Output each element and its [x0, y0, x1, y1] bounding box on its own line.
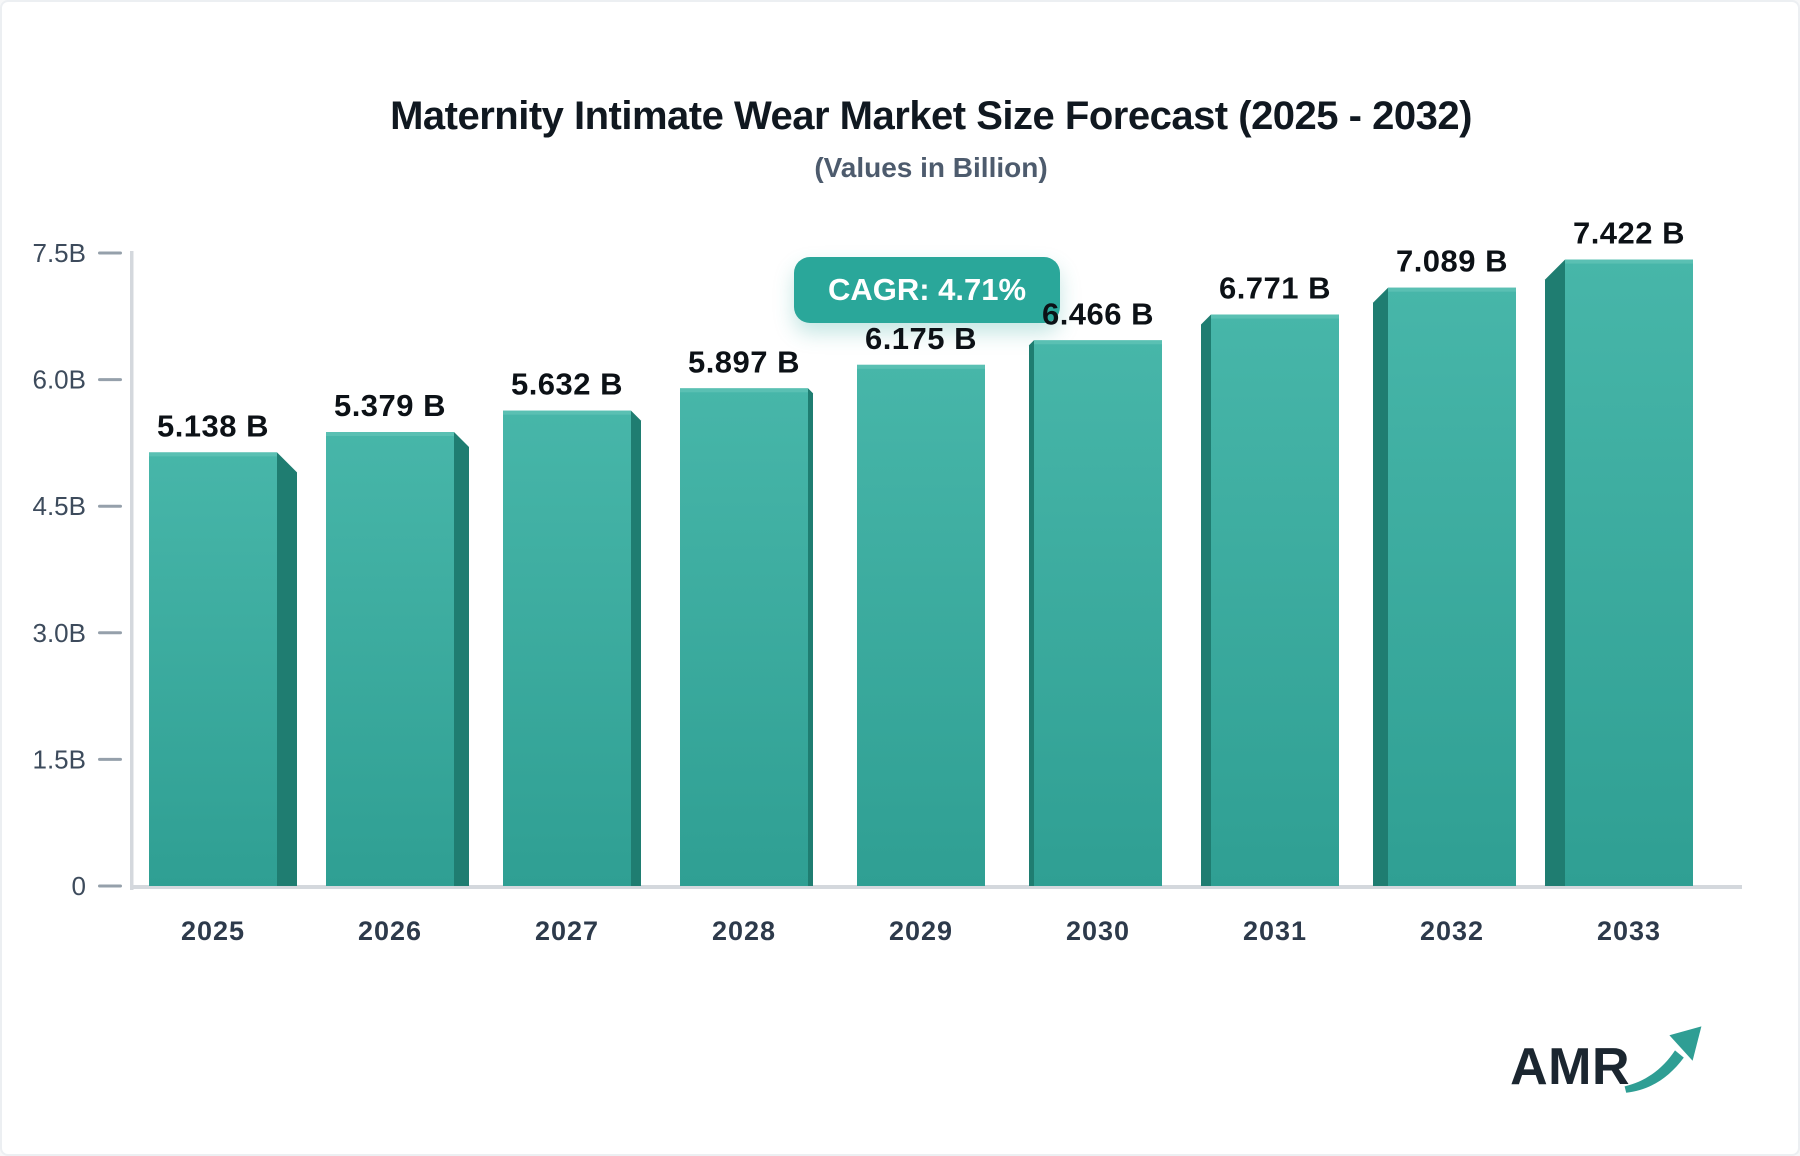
- bar-top-highlight: [857, 364, 985, 369]
- y-tick-label: 7.5B: [33, 238, 87, 268]
- bar-value-label: 6.175 B: [865, 321, 977, 356]
- bar-value-label: 6.466 B: [1042, 296, 1154, 331]
- bar-main-face: [680, 388, 808, 886]
- growth-arrow-icon: [1624, 1026, 1702, 1093]
- x-tick-label: 2030: [1066, 916, 1130, 946]
- y-tick-dash: [98, 378, 122, 382]
- bar-top-highlight: [326, 432, 454, 437]
- y-tick-label: 1.5B: [33, 744, 87, 774]
- bar-side-face: [631, 410, 641, 886]
- bar-value-label: 5.379 B: [334, 388, 446, 423]
- y-axis-line: [130, 251, 134, 890]
- y-tick-label: 0: [72, 871, 86, 901]
- bar-side-face: [1373, 287, 1388, 887]
- y-tick-label: 3.0B: [33, 618, 87, 648]
- x-axis-line: [130, 885, 1742, 889]
- x-tick-label: 2032: [1420, 916, 1484, 946]
- bar-top-highlight: [680, 388, 808, 393]
- cagr-badge: CAGR: 4.71%: [794, 257, 1060, 323]
- x-tick-label: 2028: [712, 916, 776, 946]
- x-tick-label: 2027: [535, 916, 599, 946]
- bar-top-highlight: [1565, 259, 1693, 264]
- bar-side-face: [454, 432, 469, 886]
- bar-value-label: 5.632 B: [511, 367, 623, 402]
- bar-value-label: 7.422 B: [1573, 216, 1685, 251]
- x-tick-label: 2031: [1243, 916, 1307, 946]
- bar-side-face: [1029, 340, 1034, 886]
- bar-main-face: [1211, 314, 1339, 886]
- y-tick-dash: [98, 631, 122, 635]
- x-tick-label: 2029: [889, 916, 953, 946]
- y-tick-dash: [98, 504, 122, 508]
- bar-side-face: [1201, 314, 1211, 886]
- bar-top-highlight: [1388, 287, 1516, 292]
- y-tick-dash: [98, 884, 122, 888]
- bar-value-label: 5.897 B: [688, 344, 800, 379]
- bar-main-face: [149, 452, 277, 886]
- bar-top-highlight: [1034, 340, 1162, 345]
- y-tick-dash: [98, 251, 122, 255]
- bar-top-highlight: [1211, 314, 1339, 319]
- y-tick-label: 4.5B: [33, 491, 87, 521]
- bar-main-face: [326, 432, 454, 886]
- bar-top-highlight: [503, 410, 631, 415]
- bar-side-face: [1545, 259, 1565, 886]
- bar-top-highlight: [149, 452, 277, 457]
- x-tick-label: 2026: [358, 916, 422, 946]
- bar-main-face: [857, 364, 985, 887]
- bar-value-label: 5.138 B: [157, 408, 269, 443]
- y-tick-label: 6.0B: [33, 365, 87, 395]
- bar-value-label: 6.771 B: [1219, 271, 1331, 306]
- x-tick-label: 2033: [1597, 916, 1661, 946]
- bar-side-face: [808, 388, 813, 886]
- bar-main-face: [1565, 259, 1693, 886]
- bar-main-face: [1388, 287, 1516, 887]
- y-tick-dash: [98, 757, 122, 761]
- amr-logo-text: AMR: [1510, 1038, 1630, 1096]
- bar-main-face: [503, 410, 631, 886]
- x-tick-label: 2025: [181, 916, 245, 946]
- bar-value-label: 7.089 B: [1396, 244, 1508, 279]
- amr-logo: AMR: [1510, 1024, 1704, 1110]
- bar-side-face: [277, 452, 297, 886]
- bar-main-face: [1034, 340, 1162, 886]
